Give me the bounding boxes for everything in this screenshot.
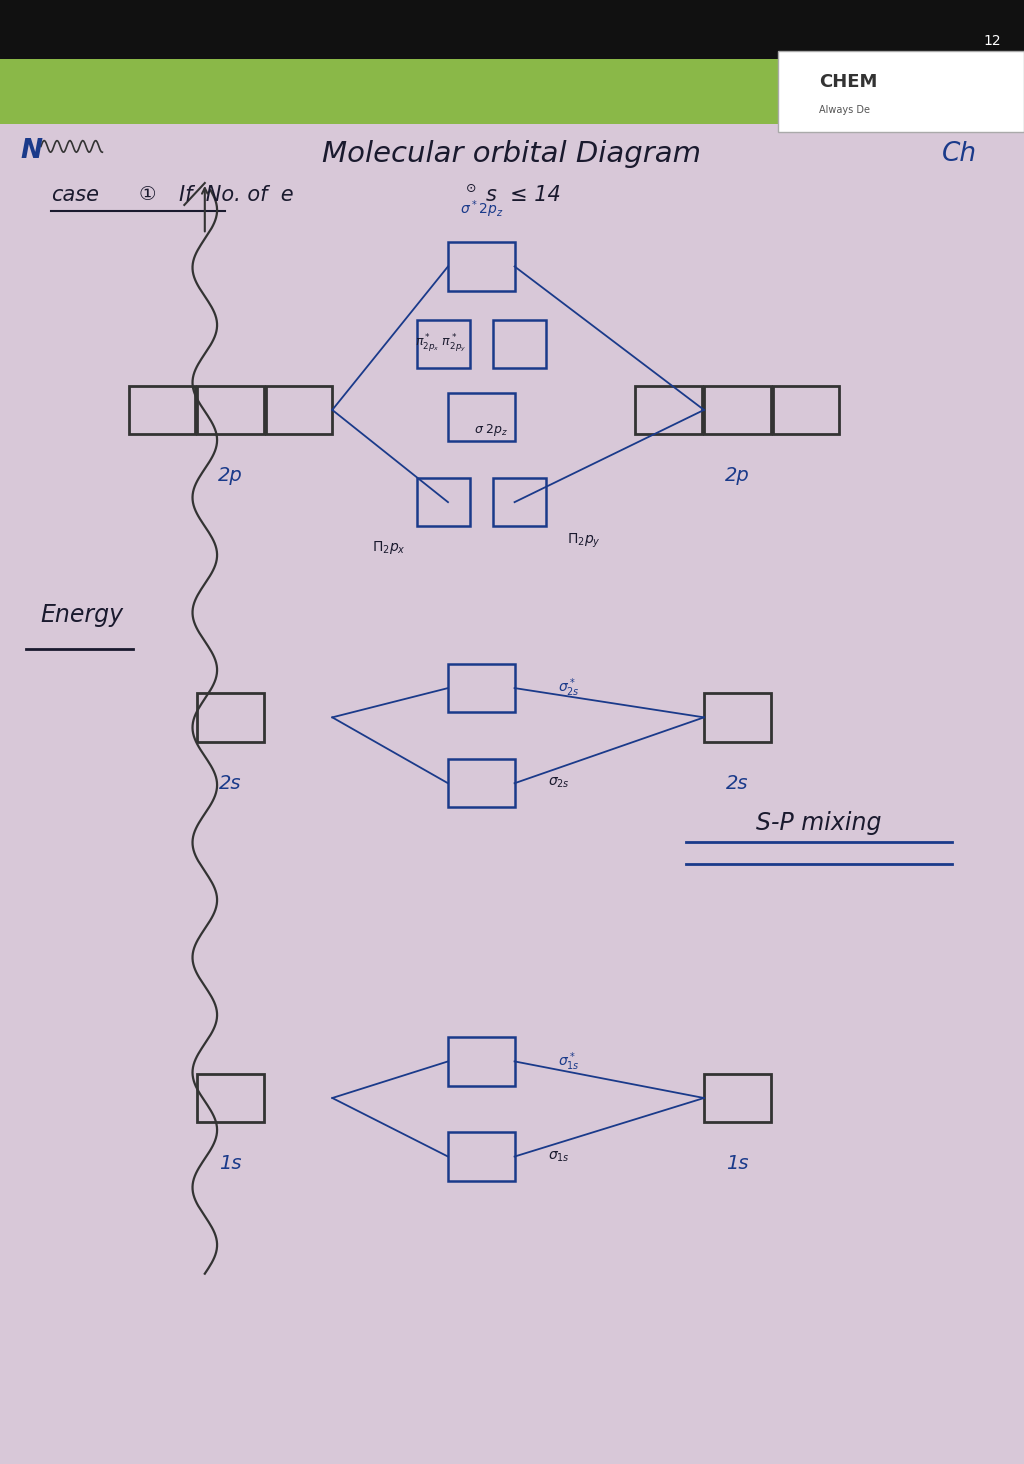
Text: 1s: 1s <box>726 1154 749 1173</box>
Text: 2p: 2p <box>218 466 243 485</box>
Bar <box>197 385 264 433</box>
Text: 12: 12 <box>983 34 1000 48</box>
Text: $\sigma^*_{1s}$: $\sigma^*_{1s}$ <box>558 1050 580 1073</box>
Text: $\Pi_2 p_y$: $\Pi_2 p_y$ <box>566 531 601 549</box>
Text: $\sigma^*2p_z$: $\sigma^*2p_z$ <box>460 198 503 220</box>
Text: ①: ① <box>138 186 156 203</box>
Text: S-P mixing: S-P mixing <box>757 811 882 834</box>
Bar <box>705 1075 770 1121</box>
Bar <box>705 692 770 741</box>
Text: If  No. of  e: If No. of e <box>179 184 294 205</box>
Bar <box>449 1037 514 1086</box>
Text: s  ≤ 14: s ≤ 14 <box>486 184 561 205</box>
Text: ⊙: ⊙ <box>466 183 476 195</box>
Bar <box>449 663 514 712</box>
Text: 1s: 1s <box>219 1154 242 1173</box>
Text: $\sigma_{2s}$: $\sigma_{2s}$ <box>548 776 569 791</box>
Bar <box>197 1075 264 1121</box>
Text: 2s: 2s <box>726 773 749 792</box>
Text: $\sigma\ 2p_z$: $\sigma\ 2p_z$ <box>474 422 509 438</box>
Text: Energy: Energy <box>40 603 124 627</box>
Bar <box>705 385 770 433</box>
Text: 2p: 2p <box>725 466 750 485</box>
Bar <box>0 0 1024 59</box>
Text: 2s: 2s <box>219 773 242 792</box>
Bar <box>417 319 470 367</box>
Bar <box>449 1133 514 1180</box>
Text: $\sigma_{1s}$: $\sigma_{1s}$ <box>548 1149 569 1164</box>
Text: Ch: Ch <box>942 141 977 167</box>
Bar <box>417 477 470 526</box>
Bar <box>493 477 546 526</box>
Bar <box>0 59 1024 124</box>
Bar <box>449 242 514 290</box>
Bar <box>778 51 1024 132</box>
Text: CHEM: CHEM <box>819 73 878 91</box>
Text: Always De: Always De <box>819 105 870 114</box>
Bar <box>449 758 514 808</box>
Bar <box>197 692 264 741</box>
Text: $\Pi_2 p_x$: $\Pi_2 p_x$ <box>372 539 407 556</box>
Bar <box>449 392 514 442</box>
Text: Molecular orbital Diagram: Molecular orbital Diagram <box>323 139 701 168</box>
Bar <box>773 385 840 433</box>
Text: $\sigma^*_{2s}$: $\sigma^*_{2s}$ <box>558 676 580 700</box>
Bar <box>129 385 195 433</box>
Bar <box>493 319 546 367</box>
Text: $\pi^*_{2p_x}\ \pi^*_{2p_y}$: $\pi^*_{2p_x}\ \pi^*_{2p_y}$ <box>415 332 466 356</box>
Bar <box>635 385 702 433</box>
Text: case: case <box>51 184 99 205</box>
Bar <box>266 385 333 433</box>
Text: N: N <box>20 138 43 164</box>
